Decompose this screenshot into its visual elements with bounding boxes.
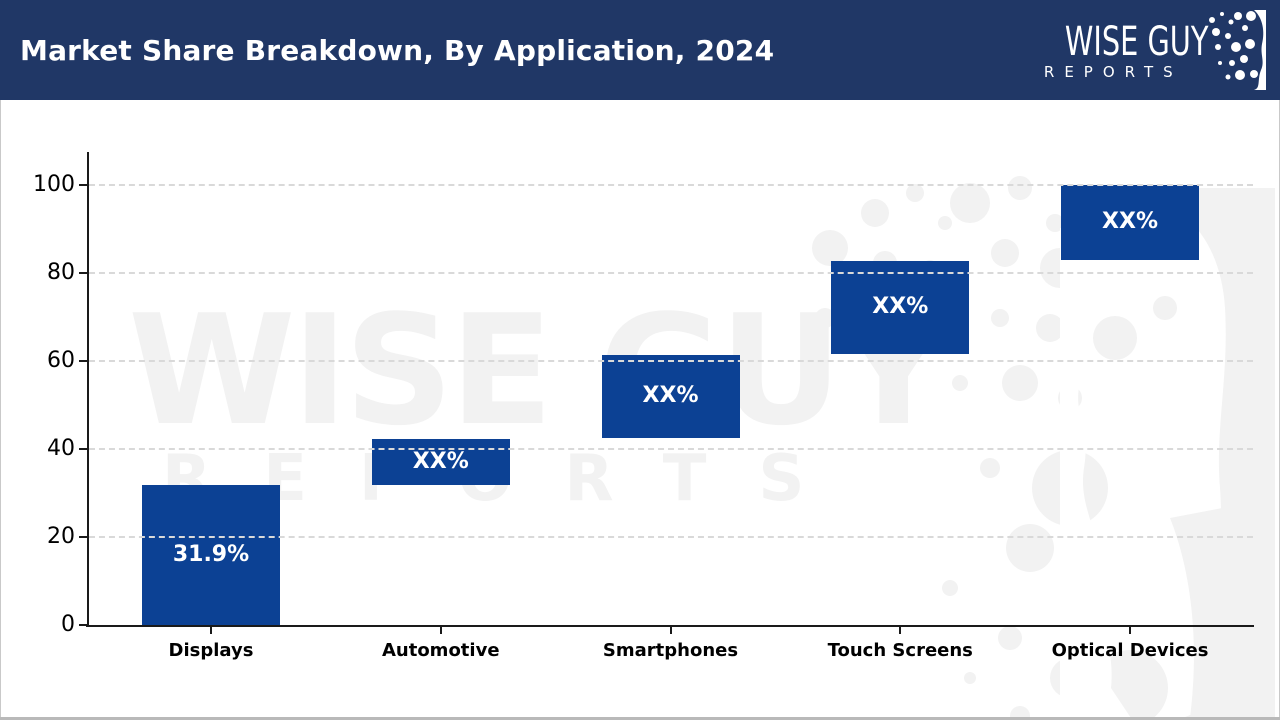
watermark-wordmark: WISE GUY: [128, 282, 949, 459]
y-tick-60: [79, 360, 88, 362]
gridline-60: [89, 360, 1253, 362]
logo-text: WISE GUY REPORTS: [1009, 22, 1208, 81]
x-category-label: Touch Screens: [827, 640, 973, 661]
bar-value-label: 31.9%: [172, 541, 250, 567]
bar-automotive: [371, 438, 510, 485]
header-bar: Market Share Breakdown, By Application, …: [0, 0, 1280, 100]
x-category-label: Displays: [168, 640, 254, 661]
bar-value-label: XX%: [412, 448, 469, 474]
y-tick-label-60: 60: [47, 348, 75, 373]
y-tick-label-40: 40: [47, 436, 75, 461]
wiseguy-face-icon: [1209, 10, 1266, 90]
x-tick-1: [439, 625, 442, 634]
y-tick-20: [79, 536, 88, 538]
y-tick-80: [79, 272, 88, 274]
x-tick-4: [1129, 625, 1131, 634]
logo-wordmark: WISE GUY: [1064, 19, 1208, 65]
gridline-40: [89, 448, 1253, 450]
x-category-label: Automotive: [381, 640, 500, 661]
frame-left-border: [0, 100, 1, 720]
bar-optical-devices: [1061, 185, 1199, 260]
y-tick-0: [79, 624, 88, 626]
gridline-80: [89, 272, 1253, 274]
gridline-20: [89, 536, 1253, 538]
wiseguy-logo: WISE GUY REPORTS: [1006, 6, 1266, 94]
y-tick-100: [79, 184, 88, 186]
frame-bottom-border: [0, 717, 1280, 720]
bar-touch-screens: [831, 260, 970, 354]
x-category-label: Smartphones: [602, 640, 739, 661]
y-tick-label-0: 0: [61, 612, 75, 637]
gridline-100: [89, 184, 1253, 186]
bar-value-label: XX%: [642, 383, 699, 409]
y-tick-40: [79, 448, 88, 450]
watermark-face-icon: [812, 176, 1275, 718]
chart-title: Market Share Breakdown, By Application, …: [20, 33, 775, 67]
y-tick-label-100: 100: [33, 172, 75, 197]
y-tick-label-80: 80: [47, 260, 75, 285]
y-axis-line: [87, 152, 89, 627]
x-tick-3: [899, 625, 902, 634]
bar-smartphones: [601, 354, 740, 438]
bar-value-label: XX%: [872, 294, 929, 320]
logo-subtitle: REPORTS: [1043, 63, 1183, 81]
x-tick-2: [669, 625, 672, 634]
x-tick-0: [210, 625, 212, 634]
bar-value-label: XX%: [1102, 209, 1158, 235]
y-tick-label-20: 20: [47, 524, 75, 549]
x-category-label: Optical Devices: [1051, 640, 1209, 661]
bar-displays: [142, 484, 280, 625]
